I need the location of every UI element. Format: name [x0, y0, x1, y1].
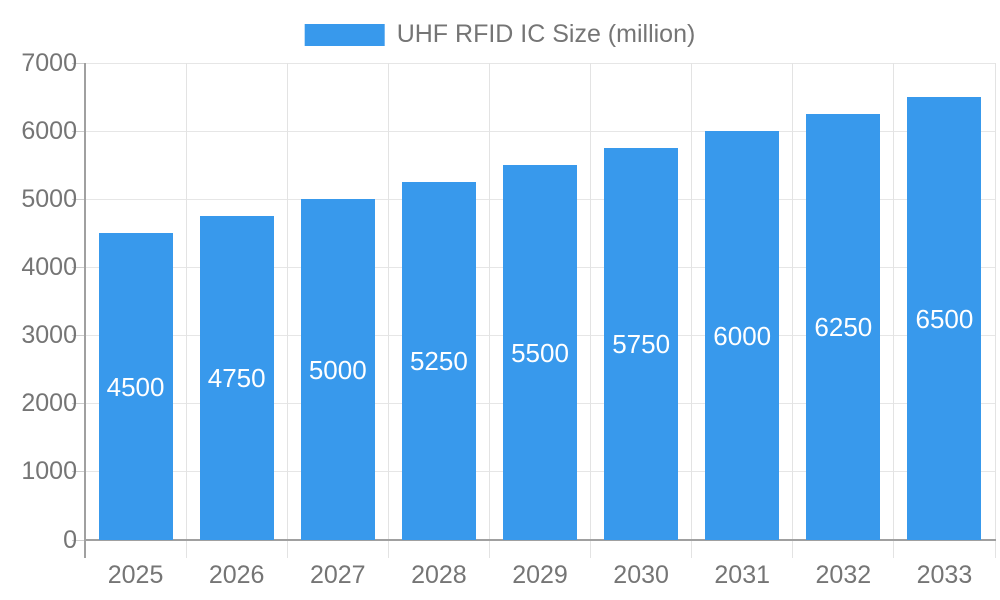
bar-2025[interactable] — [98, 233, 173, 540]
bar-value-label: 5250 — [409, 346, 468, 377]
legend-item[interactable]: UHF RFID IC Size (million) — [304, 20, 696, 49]
bar-value-label: 5000 — [308, 354, 367, 385]
bar-value-label: 5500 — [511, 337, 569, 368]
y-axis-label: 2000 — [21, 389, 77, 418]
category-boundary-gridline — [387, 63, 389, 558]
bar-value-label: 4500 — [106, 371, 165, 402]
category-boundary-gridline — [286, 63, 288, 558]
bar-2028[interactable] — [401, 182, 476, 540]
category-boundary-gridline — [994, 63, 996, 558]
category-boundary-gridline — [792, 63, 794, 558]
y-axis-label: 0 — [63, 525, 77, 554]
legend-label: UHF RFID IC Size (million) — [396, 20, 696, 48]
bar-2033[interactable] — [907, 97, 982, 540]
x-axis-label-2026: 2026 — [208, 561, 265, 589]
x-axis-label-2028: 2028 — [411, 561, 467, 589]
x-axis-label-2033: 2033 — [916, 561, 973, 589]
y-axis-label: 7000 — [21, 48, 77, 77]
bar-2032[interactable] — [806, 114, 881, 540]
category-boundary-gridline — [691, 63, 693, 558]
x-axis-label-2030: 2030 — [613, 561, 669, 589]
bar-value-label: 4750 — [207, 363, 266, 394]
y-axis-tick — [72, 335, 85, 337]
y-axis-tick — [72, 403, 85, 405]
bar-value-label: 6250 — [814, 312, 873, 343]
bar-2026[interactable] — [199, 216, 274, 540]
x-axis-label-2027: 2027 — [309, 561, 366, 589]
bar-value-label: 5750 — [612, 329, 671, 360]
y-axis-tick — [72, 539, 85, 541]
legend-swatch-icon — [304, 23, 385, 46]
x-axis-line — [84, 539, 996, 541]
x-axis-label-2029: 2029 — [512, 561, 568, 589]
category-boundary-gridline — [185, 63, 187, 558]
category-boundary-gridline — [590, 63, 592, 558]
x-axis-label-2031: 2031 — [714, 561, 771, 589]
x-axis-label-2025: 2025 — [107, 561, 164, 589]
y-gridline — [85, 62, 995, 64]
category-boundary-gridline — [893, 63, 895, 558]
y-axis-tick — [72, 130, 85, 132]
y-axis-tick — [72, 471, 85, 473]
bar-value-label: 6500 — [915, 303, 974, 334]
y-axis-label: 3000 — [21, 321, 77, 350]
bar-2030[interactable] — [604, 148, 679, 540]
y-axis-label: 1000 — [21, 457, 77, 486]
y-axis-tick — [72, 62, 85, 64]
bar-2029[interactable] — [503, 165, 577, 540]
category-boundary-gridline — [488, 63, 490, 558]
bar-2027[interactable] — [300, 199, 375, 540]
y-axis-tick — [72, 266, 85, 268]
y-axis-label: 6000 — [21, 116, 77, 145]
bar-value-label: 6000 — [713, 320, 772, 351]
bar-2031[interactable] — [705, 131, 780, 540]
y-axis-tick — [72, 198, 85, 200]
y-axis-label: 5000 — [21, 184, 77, 213]
y-axis-label: 4000 — [21, 252, 77, 281]
x-axis-label-2032: 2032 — [815, 561, 872, 589]
y-axis-line — [84, 63, 86, 558]
y-gridline — [85, 130, 995, 132]
